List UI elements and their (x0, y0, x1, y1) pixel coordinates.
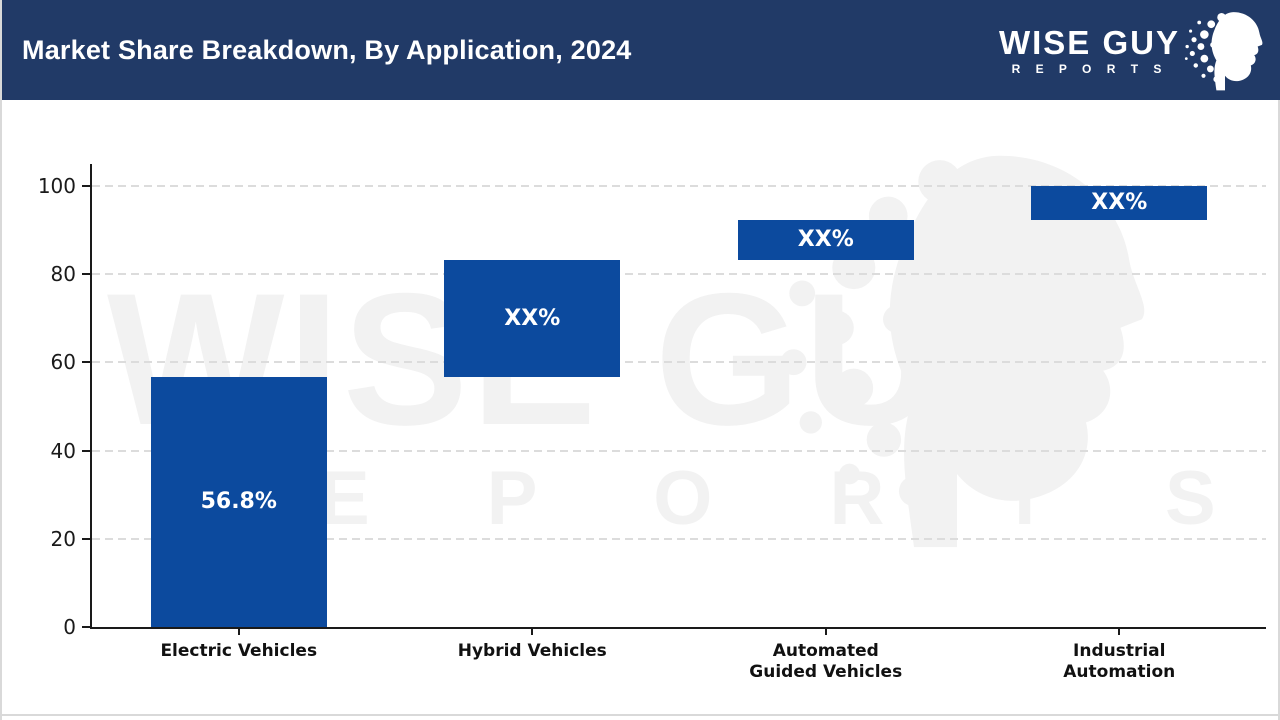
bottom-border-line (2, 714, 1280, 716)
y-tick-mark (82, 537, 90, 540)
chart-area: WISE GUY R E P O R T S 0 20 40 60 80 100 56.8%… (2, 100, 1280, 716)
y-tick-mark (82, 626, 90, 628)
gridline-80 (92, 273, 1266, 276)
y-tick-mark (82, 449, 90, 452)
x-tick-mark (824, 627, 827, 635)
x-axis-label-automated-guided-vehicles: Automated Guided Vehicles (749, 641, 903, 682)
logo-wordmark: WISE GUY (998, 23, 1180, 61)
y-tick-label: 80 (50, 262, 76, 287)
logo-text: WISE GUY R E P O R T S (999, 26, 1180, 75)
bar-value-label: XX% (797, 227, 854, 253)
gridline-40 (92, 449, 1266, 452)
x-tick-mark (531, 627, 534, 635)
y-tick-label: 40 (50, 438, 76, 463)
bar-electric-vehicles: 56.8% (150, 376, 327, 627)
x-tick-mark (237, 627, 240, 635)
wise-guy-logo: WISE GUY R E P O R T S (999, 7, 1268, 93)
plot-area: 0 20 40 60 80 100 56.8% Electric Vehicles XX% Hyb… (38, 164, 1266, 682)
x-axis-label-electric-vehicles: Electric Vehicles (160, 641, 318, 661)
y-tick-mark (82, 273, 90, 276)
gridline-60 (92, 361, 1266, 364)
y-tick-label: 0 (63, 615, 76, 639)
x-axis-label-hybrid-vehicles: Hybrid Vehicles (457, 641, 607, 661)
gridline-100 (92, 185, 1266, 187)
dotted-head-profile-icon (1184, 12, 1263, 91)
bar-industrial-automation: XX% (1031, 186, 1208, 220)
header: Market Share Breakdown, By Application, … (2, 0, 1280, 100)
x-tick-mark (1118, 627, 1121, 635)
bar-value-label: 56.8% (200, 489, 277, 515)
bar-value-label: XX% (1091, 190, 1148, 216)
logo-subtitle: R E P O R T S (1011, 61, 1168, 76)
chart-title: Market Share Breakdown, By Application, … (22, 34, 632, 65)
y-tick-mark (82, 185, 90, 187)
bar-hybrid-vehicles: XX% (444, 259, 621, 377)
gridline-20 (92, 537, 1266, 540)
y-tick-label: 20 (50, 526, 76, 551)
y-tick-label: 60 (50, 350, 76, 375)
x-axis-label-industrial-automation: Industrial Automation (1063, 641, 1176, 682)
bar-automated-guided-vehicles: XX% (737, 219, 914, 260)
y-tick-mark (82, 361, 90, 364)
bar-value-label: XX% (504, 305, 561, 331)
y-tick-label: 100 (37, 174, 76, 198)
